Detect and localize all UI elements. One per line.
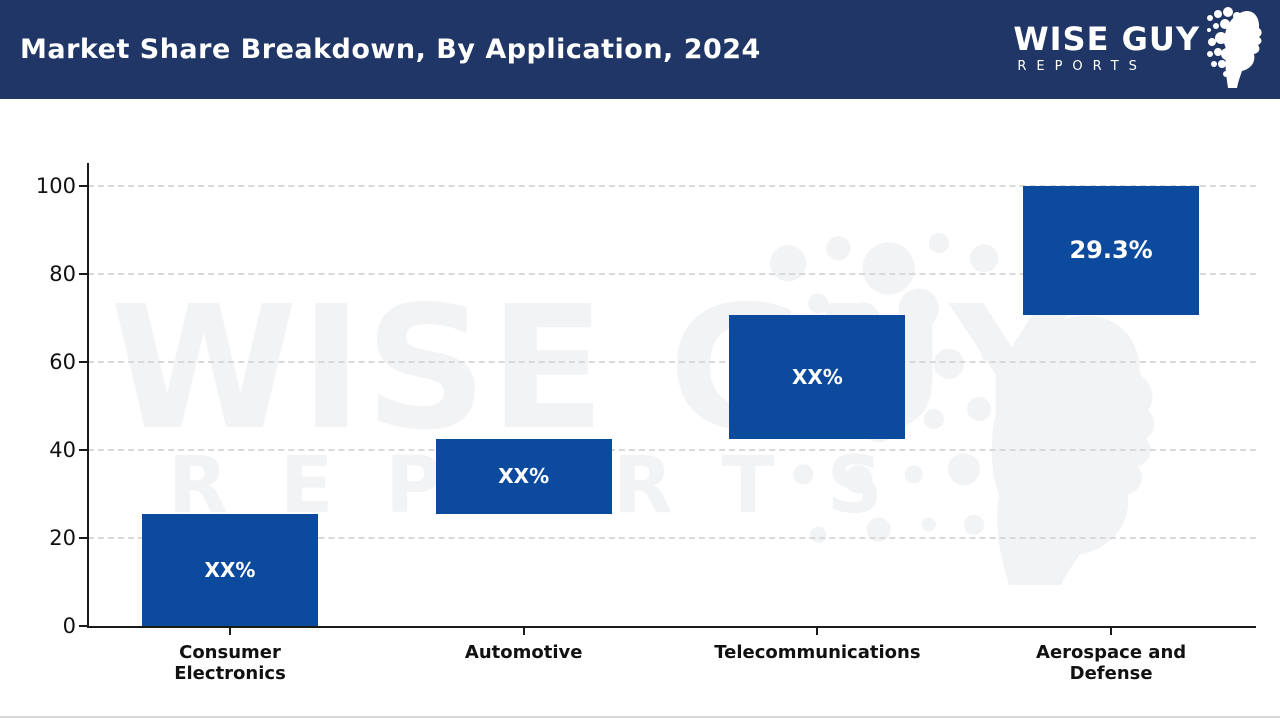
bar-value-label-0: XX% (204, 557, 256, 582)
header-bar: Market Share Breakdown, By Application, … (0, 0, 1280, 99)
bar-2: XX% (729, 314, 906, 439)
bar-3: 29.3% (1023, 186, 1200, 315)
x-tick-label-0: Consumer Electronics (174, 642, 286, 684)
gridline-60 (88, 361, 1256, 363)
y-tick-label-80: 80 (49, 262, 76, 286)
y-tick-label-100: 100 (35, 174, 76, 198)
bar-value-label-1: XX% (498, 464, 550, 489)
bar-0: XX% (142, 513, 318, 626)
bottom-divider (0, 716, 1280, 718)
y-axis-tick-80 (79, 273, 88, 275)
x-axis-tick-0 (229, 628, 231, 635)
y-axis-tick-40 (79, 449, 88, 451)
x-tick-label-2: Telecommunications (714, 642, 921, 663)
gridline-20 (88, 537, 1256, 539)
bar-1: XX% (435, 439, 612, 514)
brand-name: WISE GUY (1013, 20, 1200, 59)
x-axis-tick-1 (522, 628, 525, 635)
y-tick-label-0: 0 (62, 614, 76, 638)
y-tick-label-60: 60 (49, 350, 76, 374)
bar-value-label-2: XX% (791, 364, 843, 389)
gridline-100 (88, 185, 1256, 187)
chart-area: WISE GUY REPORTS 020406080100XX%Consumer… (0, 99, 1280, 720)
y-axis-tick-0 (79, 625, 88, 627)
y-tick-label-40: 40 (49, 438, 76, 462)
y-tick-label-20: 20 (49, 526, 76, 550)
x-tick-label-1: Automotive (464, 642, 583, 663)
bar-value-label-3: 29.3% (1069, 236, 1153, 265)
y-axis (87, 163, 89, 628)
y-axis-tick-60 (79, 361, 88, 363)
x-tick-label-3: Aerospace and Defense (1036, 642, 1187, 684)
brand-logo: WISE GUY REPORTS (1013, 6, 1266, 90)
wiseguy-face-icon (1207, 7, 1262, 89)
y-axis-tick-100 (79, 185, 88, 187)
gridline-80 (88, 273, 1256, 275)
x-axis (87, 626, 1256, 628)
gridline-40 (88, 449, 1256, 451)
page-title: Market Share Breakdown, By Application, … (20, 34, 761, 65)
x-axis-tick-3 (1110, 628, 1113, 635)
y-axis-tick-20 (79, 537, 88, 539)
x-axis-tick-2 (816, 628, 819, 635)
brand-logo-text: WISE GUY REPORTS (1013, 20, 1200, 74)
brand-sub-name: REPORTS (1017, 58, 1147, 74)
